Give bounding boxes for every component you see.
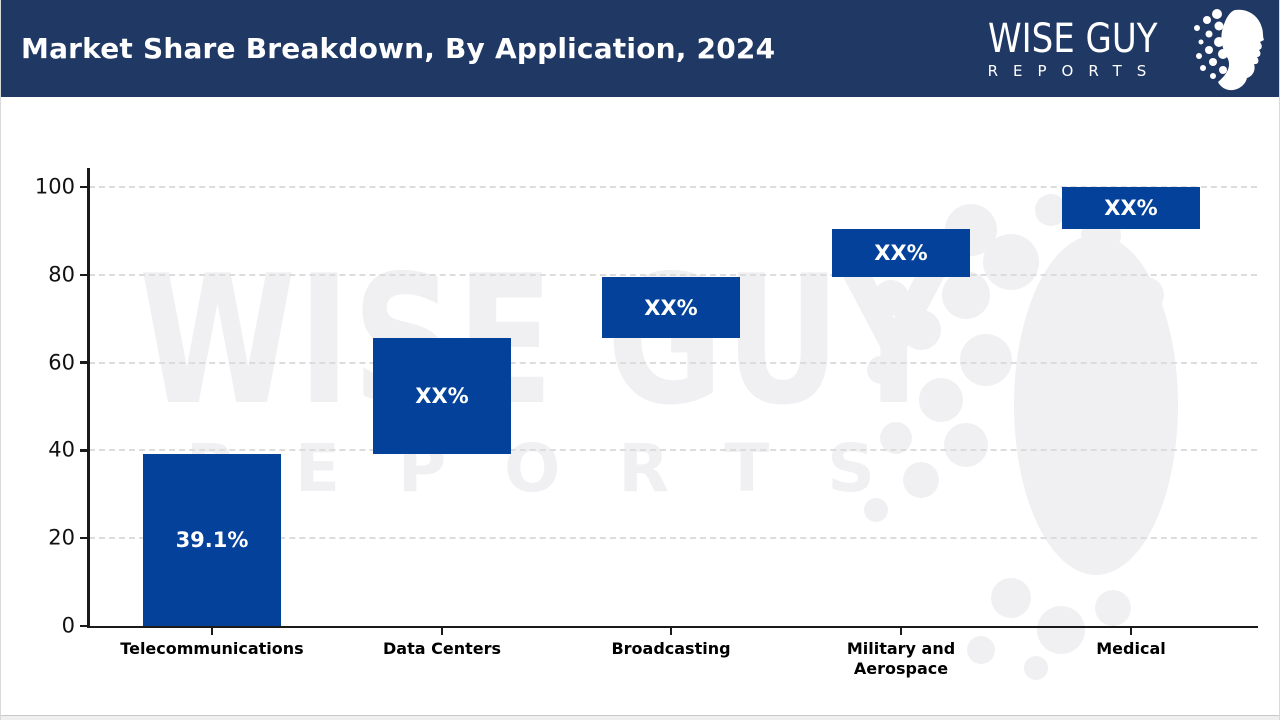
logo-subtext: REPORTS xyxy=(987,61,1162,80)
chart-title: Market Share Breakdown, By Application, … xyxy=(21,32,776,65)
logo-wordmark: WISE GUY xyxy=(987,15,1158,62)
y-tick-label: 0 xyxy=(61,613,75,638)
brand-logo: WISE GUY REPORTS xyxy=(988,6,1265,92)
y-tick-mark xyxy=(80,361,88,364)
watermark-subtext: REPORTS xyxy=(186,430,933,507)
y-tick-mark xyxy=(80,624,88,628)
x-tick-label: Data Centers xyxy=(383,639,501,658)
bar-label-data-centers: XX% xyxy=(415,384,469,409)
x-tick-mark xyxy=(210,627,214,635)
x-tick-mark xyxy=(899,627,903,635)
x-tick-label: Broadcasting xyxy=(611,639,731,658)
header-bar: Market Share Breakdown, By Application, … xyxy=(1,0,1279,97)
y-tick-label: 40 xyxy=(48,437,75,462)
gridline xyxy=(89,537,1257,540)
bar-data-centers: XX% xyxy=(373,338,511,455)
bar-telecommunications: 39.1% xyxy=(143,454,281,626)
x-axis-line xyxy=(87,625,1258,628)
x-tick-mark xyxy=(440,627,444,635)
y-tick-label: 60 xyxy=(48,349,75,374)
y-tick-label: 100 xyxy=(34,174,75,199)
y-tick-mark xyxy=(80,273,88,277)
y-tick-mark xyxy=(80,536,88,540)
gridline xyxy=(89,186,1257,188)
x-tick-mark xyxy=(669,627,673,635)
x-tick-mark xyxy=(1129,627,1133,635)
y-tick-mark xyxy=(80,449,88,452)
gridline xyxy=(89,361,1257,364)
x-tick-label: Military and Aerospace xyxy=(846,639,956,678)
bar-label-military-and-aerospace: XX% xyxy=(874,240,928,265)
x-tick-label: Telecommunications xyxy=(120,639,304,658)
bar-medical: XX% xyxy=(1062,187,1200,229)
gridline xyxy=(89,273,1257,276)
bar-military-and-aerospace: XX% xyxy=(832,228,970,277)
logo-face-icon xyxy=(1194,8,1264,90)
y-tick-label: 20 xyxy=(48,525,75,550)
bar-broadcasting: XX% xyxy=(602,276,740,339)
gridline xyxy=(89,449,1257,452)
logo-wordmark-block: WISE GUY REPORTS xyxy=(988,19,1187,79)
bottom-border xyxy=(1,715,1279,720)
bar-label-medical: XX% xyxy=(1104,195,1158,220)
y-axis-line xyxy=(87,168,90,628)
x-tick-label: Medical xyxy=(1096,639,1166,658)
watermark-wordmark: WISE GUY xyxy=(139,237,947,444)
bar-label-broadcasting: XX% xyxy=(644,295,698,320)
y-tick-label: 80 xyxy=(48,262,75,287)
bar-label-telecommunications: 39.1% xyxy=(175,528,249,553)
y-tick-mark xyxy=(80,185,88,189)
